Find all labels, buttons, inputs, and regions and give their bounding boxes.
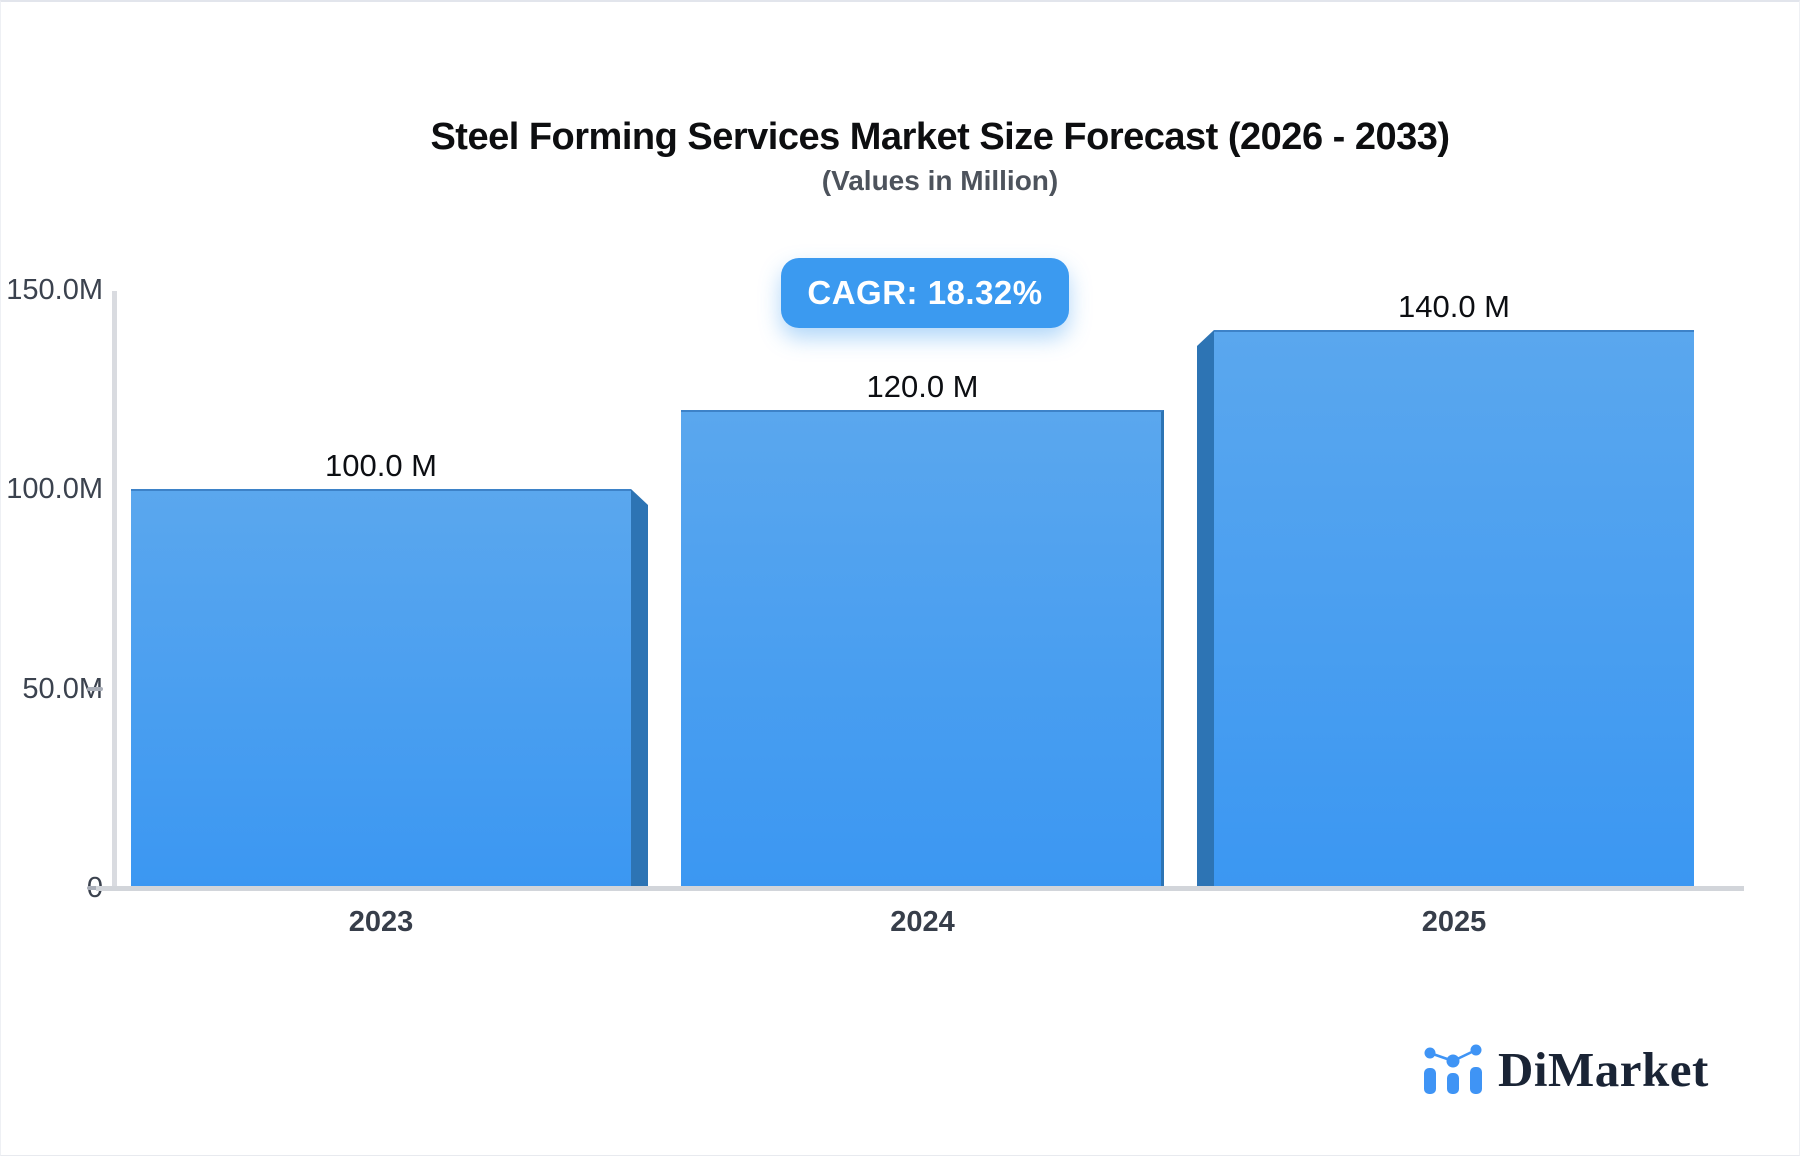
brand-name: DiMarket	[1498, 1041, 1709, 1097]
bar-value-label: 120.0 M	[866, 369, 979, 404]
chart-subtitle: (Values in Million)	[821, 165, 1059, 196]
y-axis-line	[112, 291, 117, 888]
x-axis-tick-label: 2025	[1421, 906, 1487, 938]
bar-2025	[1214, 330, 1694, 888]
bar-3d-side-2025	[1197, 330, 1214, 888]
chart-title: Steel Forming Services Market Size Forec…	[430, 116, 1450, 158]
bar-2023	[131, 489, 631, 888]
y-axis-tick-mark	[87, 886, 103, 890]
dimarket-logo: DiMarket	[1421, 1038, 1709, 1100]
x-axis-line	[96, 886, 1744, 891]
bar-3d-side-2023	[631, 489, 648, 888]
bar-2024	[681, 410, 1164, 888]
y-axis-tick-label: 100.0M	[6, 473, 103, 505]
bar-line-chart-icon	[1424, 1044, 1482, 1094]
x-axis-tick-label: 2023	[348, 906, 414, 938]
cagr-badge: CAGR: 18.32%	[781, 258, 1069, 328]
bar-value-label: 140.0 M	[1397, 289, 1510, 324]
y-axis-tick-mark	[87, 687, 103, 691]
bar-value-label: 100.0 M	[324, 448, 437, 483]
chart-header: Steel Forming Services Market Size Forec…	[81, 2, 1799, 198]
x-axis-tick-label: 2024	[890, 906, 955, 938]
cagr-badge-label: CAGR: 18.32%	[807, 274, 1043, 311]
y-axis-tick-label: 150.0M	[6, 274, 103, 306]
